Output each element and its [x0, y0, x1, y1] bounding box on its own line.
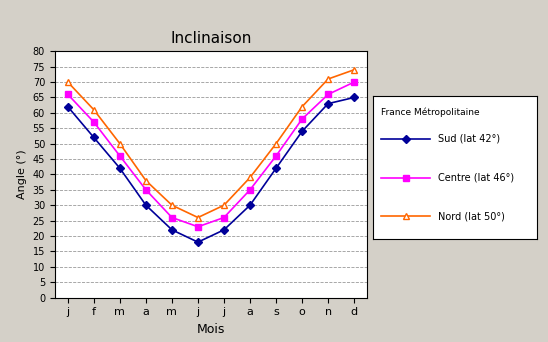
Text: Nord (lat 50°): Nord (lat 50°)	[438, 211, 505, 221]
Nord (lat 50°)	[221, 203, 227, 207]
Centre (lat 46°)	[221, 215, 227, 220]
Line: Sud (lat 42°): Sud (lat 42°)	[65, 95, 357, 245]
X-axis label: Mois: Mois	[197, 323, 225, 336]
Centre (lat 46°)	[142, 188, 149, 192]
Sud (lat 42°)	[325, 102, 332, 106]
Centre (lat 46°)	[169, 215, 175, 220]
Centre (lat 46°)	[65, 92, 71, 96]
Centre (lat 46°)	[195, 225, 201, 229]
Text: Sud (lat 42°): Sud (lat 42°)	[438, 134, 500, 144]
Sud (lat 42°)	[169, 228, 175, 232]
Centre (lat 46°)	[299, 117, 305, 121]
Sud (lat 42°)	[247, 203, 253, 207]
Centre (lat 46°)	[247, 188, 253, 192]
Sud (lat 42°)	[195, 240, 201, 244]
Centre (lat 46°)	[90, 120, 97, 124]
Nord (lat 50°)	[90, 108, 97, 112]
Nord (lat 50°)	[169, 203, 175, 207]
Centre (lat 46°)	[325, 92, 332, 96]
Nord (lat 50°)	[325, 77, 332, 81]
Nord (lat 50°)	[299, 105, 305, 109]
Line: Nord (lat 50°): Nord (lat 50°)	[64, 66, 358, 221]
Nord (lat 50°)	[117, 142, 123, 146]
Title: Inclinaison: Inclinaison	[170, 31, 252, 46]
Centre (lat 46°)	[351, 80, 357, 84]
Nord (lat 50°)	[247, 175, 253, 180]
Sud (lat 42°)	[299, 129, 305, 133]
Centre (lat 46°)	[117, 154, 123, 158]
Nord (lat 50°)	[273, 142, 279, 146]
Sud (lat 42°)	[351, 95, 357, 100]
Sud (lat 42°)	[117, 166, 123, 170]
Line: Centre (lat 46°): Centre (lat 46°)	[65, 79, 357, 229]
Sud (lat 42°)	[65, 105, 71, 109]
Nord (lat 50°)	[142, 179, 149, 183]
Nord (lat 50°)	[351, 68, 357, 72]
Y-axis label: Angle (°): Angle (°)	[17, 149, 27, 199]
Nord (lat 50°)	[65, 80, 71, 84]
Nord (lat 50°)	[195, 215, 201, 220]
Text: Centre (lat 46°): Centre (lat 46°)	[438, 173, 515, 183]
Sud (lat 42°)	[142, 203, 149, 207]
Sud (lat 42°)	[221, 228, 227, 232]
Sud (lat 42°)	[90, 135, 97, 140]
Text: France Métropolitaine: France Métropolitaine	[381, 107, 480, 117]
Sud (lat 42°)	[273, 166, 279, 170]
Centre (lat 46°)	[273, 154, 279, 158]
